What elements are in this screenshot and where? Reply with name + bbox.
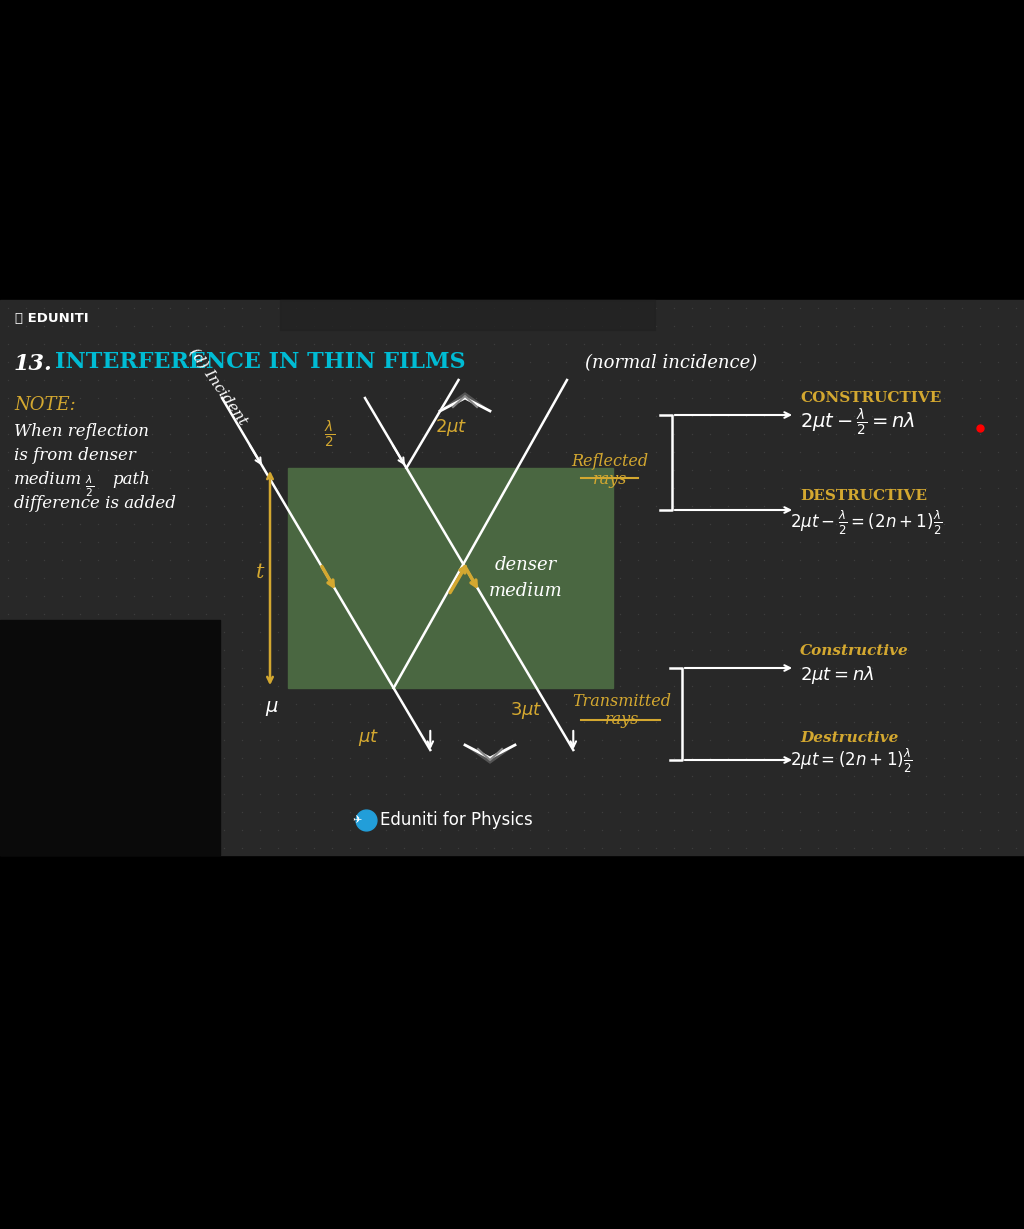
Text: $2\mu t = (2n+1)\frac{\lambda}{2}$: $2\mu t = (2n+1)\frac{\lambda}{2}$ bbox=[790, 747, 912, 774]
Text: CONSTRUCTIVE: CONSTRUCTIVE bbox=[800, 391, 941, 406]
Text: $2\mu t - \frac{\lambda}{2} = n\lambda$: $2\mu t - \frac{\lambda}{2} = n\lambda$ bbox=[800, 407, 915, 439]
Text: $2\mu t - \frac{\lambda}{2} = (2n+1)\frac{\lambda}{2}$: $2\mu t - \frac{\lambda}{2} = (2n+1)\fra… bbox=[790, 509, 942, 537]
Bar bbox=[0, 300, 1024, 855]
Bar bbox=[280, 300, 655, 331]
Text: Reflected: Reflected bbox=[571, 454, 648, 469]
Text: path: path bbox=[112, 471, 150, 488]
Text: 13.: 13. bbox=[14, 353, 53, 375]
Bar bbox=[0, 855, 1024, 1229]
Text: Constructive: Constructive bbox=[800, 644, 908, 658]
Text: $\frac{\lambda}{2}$: $\frac{\lambda}{2}$ bbox=[85, 474, 94, 499]
Polygon shape bbox=[440, 393, 490, 410]
Bar bbox=[0, 619, 220, 855]
Text: Ⓞ EDUNITI: Ⓞ EDUNITI bbox=[15, 312, 89, 324]
Text: Destructive: Destructive bbox=[800, 731, 898, 745]
Text: $\mu$: $\mu$ bbox=[265, 699, 279, 718]
Text: NOTE:: NOTE: bbox=[14, 396, 76, 414]
Text: Eduniti for Physics: Eduniti for Physics bbox=[380, 811, 532, 830]
Text: rays: rays bbox=[593, 471, 627, 488]
Text: $\frac{\lambda}{2}$: $\frac{\lambda}{2}$ bbox=[325, 419, 336, 450]
Text: medium: medium bbox=[14, 471, 82, 488]
Text: When reflection: When reflection bbox=[14, 423, 150, 440]
Text: t: t bbox=[256, 563, 264, 583]
Text: INTERFERENCE IN THIN FILMS: INTERFERENCE IN THIN FILMS bbox=[55, 351, 466, 372]
Text: (normal incidence): (normal incidence) bbox=[585, 354, 758, 372]
Text: (d) Incident: (d) Incident bbox=[186, 345, 250, 428]
Text: is from denser: is from denser bbox=[14, 447, 136, 465]
Text: DESTRUCTIVE: DESTRUCTIVE bbox=[800, 489, 927, 503]
Bar bbox=[288, 468, 613, 688]
Text: rays: rays bbox=[605, 712, 639, 728]
Text: $2\mu t$: $2\mu t$ bbox=[435, 417, 468, 438]
Text: $2\mu t = n\lambda$: $2\mu t = n\lambda$ bbox=[800, 664, 874, 686]
Bar bbox=[0, 0, 1024, 300]
Text: ✈: ✈ bbox=[352, 815, 361, 825]
Polygon shape bbox=[465, 745, 515, 763]
Text: $3\mu t$: $3\mu t$ bbox=[510, 701, 543, 721]
Text: $\mu t$: $\mu t$ bbox=[358, 728, 379, 748]
Text: denser
medium: denser medium bbox=[489, 557, 563, 600]
Text: Transmitted: Transmitted bbox=[572, 693, 672, 710]
Text: difference is added: difference is added bbox=[14, 495, 176, 512]
